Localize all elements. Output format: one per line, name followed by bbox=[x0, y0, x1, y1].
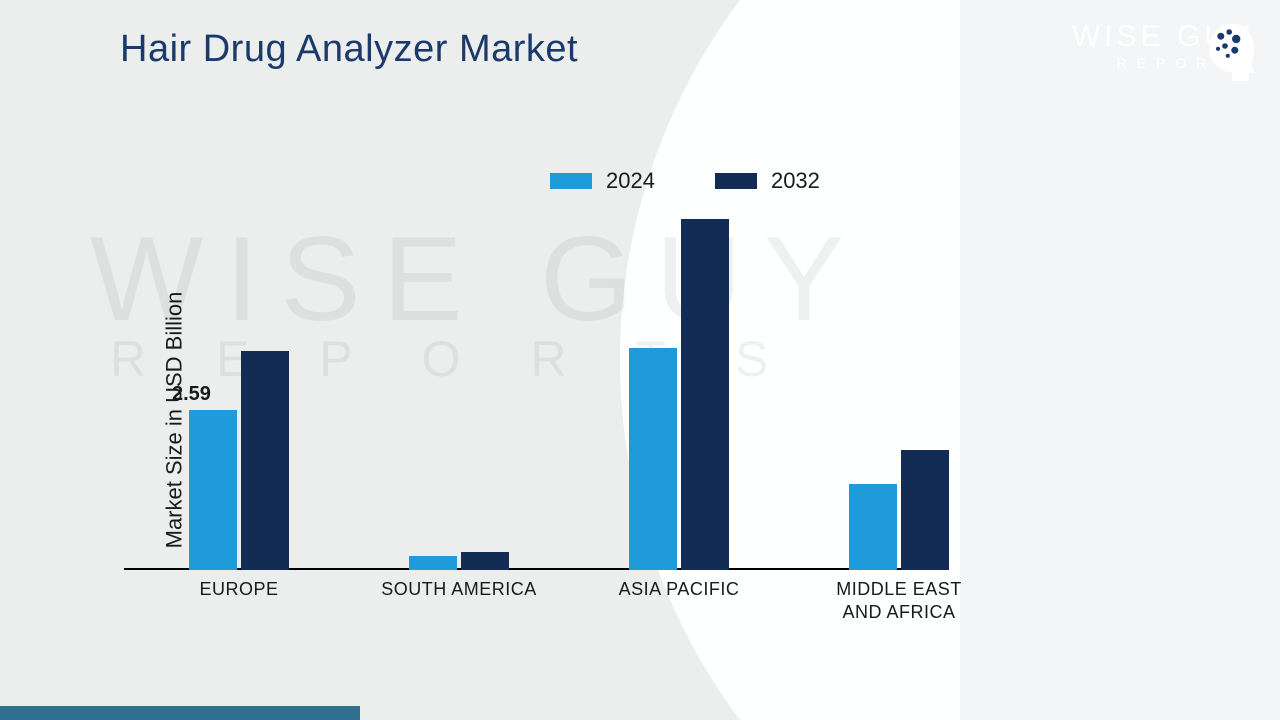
bar-2024 bbox=[409, 556, 457, 570]
bar-2032 bbox=[681, 219, 729, 571]
chart-title: Hair Drug Analyzer Market bbox=[120, 28, 578, 71]
bar-2032 bbox=[461, 552, 509, 571]
bar-group: SOUTH AMERICA bbox=[384, 552, 534, 571]
x-tick-label: EUROPE bbox=[159, 578, 319, 601]
legend-swatch-2024 bbox=[550, 173, 592, 189]
plot-area: EUROPE2.59SOUTH AMERICAASIA PACIFICMIDDL… bbox=[124, 200, 944, 570]
legend-label-2024: 2024 bbox=[606, 168, 655, 194]
bar-group: ASIA PACIFIC bbox=[604, 219, 754, 571]
legend-label-2032: 2032 bbox=[771, 168, 820, 194]
bottom-accent-bar bbox=[0, 706, 360, 720]
x-tick-label: SOUTH AMERICA bbox=[379, 578, 539, 601]
bar-2024 bbox=[189, 410, 237, 570]
legend-item-2024: 2024 bbox=[550, 168, 655, 194]
x-tick-label: MIDDLE EAST AND AFRICA bbox=[819, 578, 979, 623]
bar-2032 bbox=[901, 450, 949, 570]
bar-2024 bbox=[629, 348, 677, 570]
legend-swatch-2032 bbox=[715, 173, 757, 189]
bar-2024 bbox=[849, 484, 897, 570]
chart-area: Market Size in USD Billion EUROPE2.59SOU… bbox=[110, 200, 950, 640]
legend: 2024 2032 bbox=[550, 168, 820, 194]
bar-value-label: 2.59 bbox=[172, 383, 211, 406]
right-brand-panel bbox=[960, 0, 1280, 720]
legend-item-2032: 2032 bbox=[715, 168, 820, 194]
x-tick-label: ASIA PACIFIC bbox=[599, 578, 759, 601]
bar-2032 bbox=[241, 351, 289, 570]
bar-group: EUROPE2.59 bbox=[164, 351, 314, 570]
page-root: Hair Drug Analyzer Market WISE GUY REPOR… bbox=[0, 0, 1280, 720]
brain-head-icon bbox=[1190, 18, 1260, 88]
bar-group: MIDDLE EAST AND AFRICA bbox=[824, 450, 974, 570]
